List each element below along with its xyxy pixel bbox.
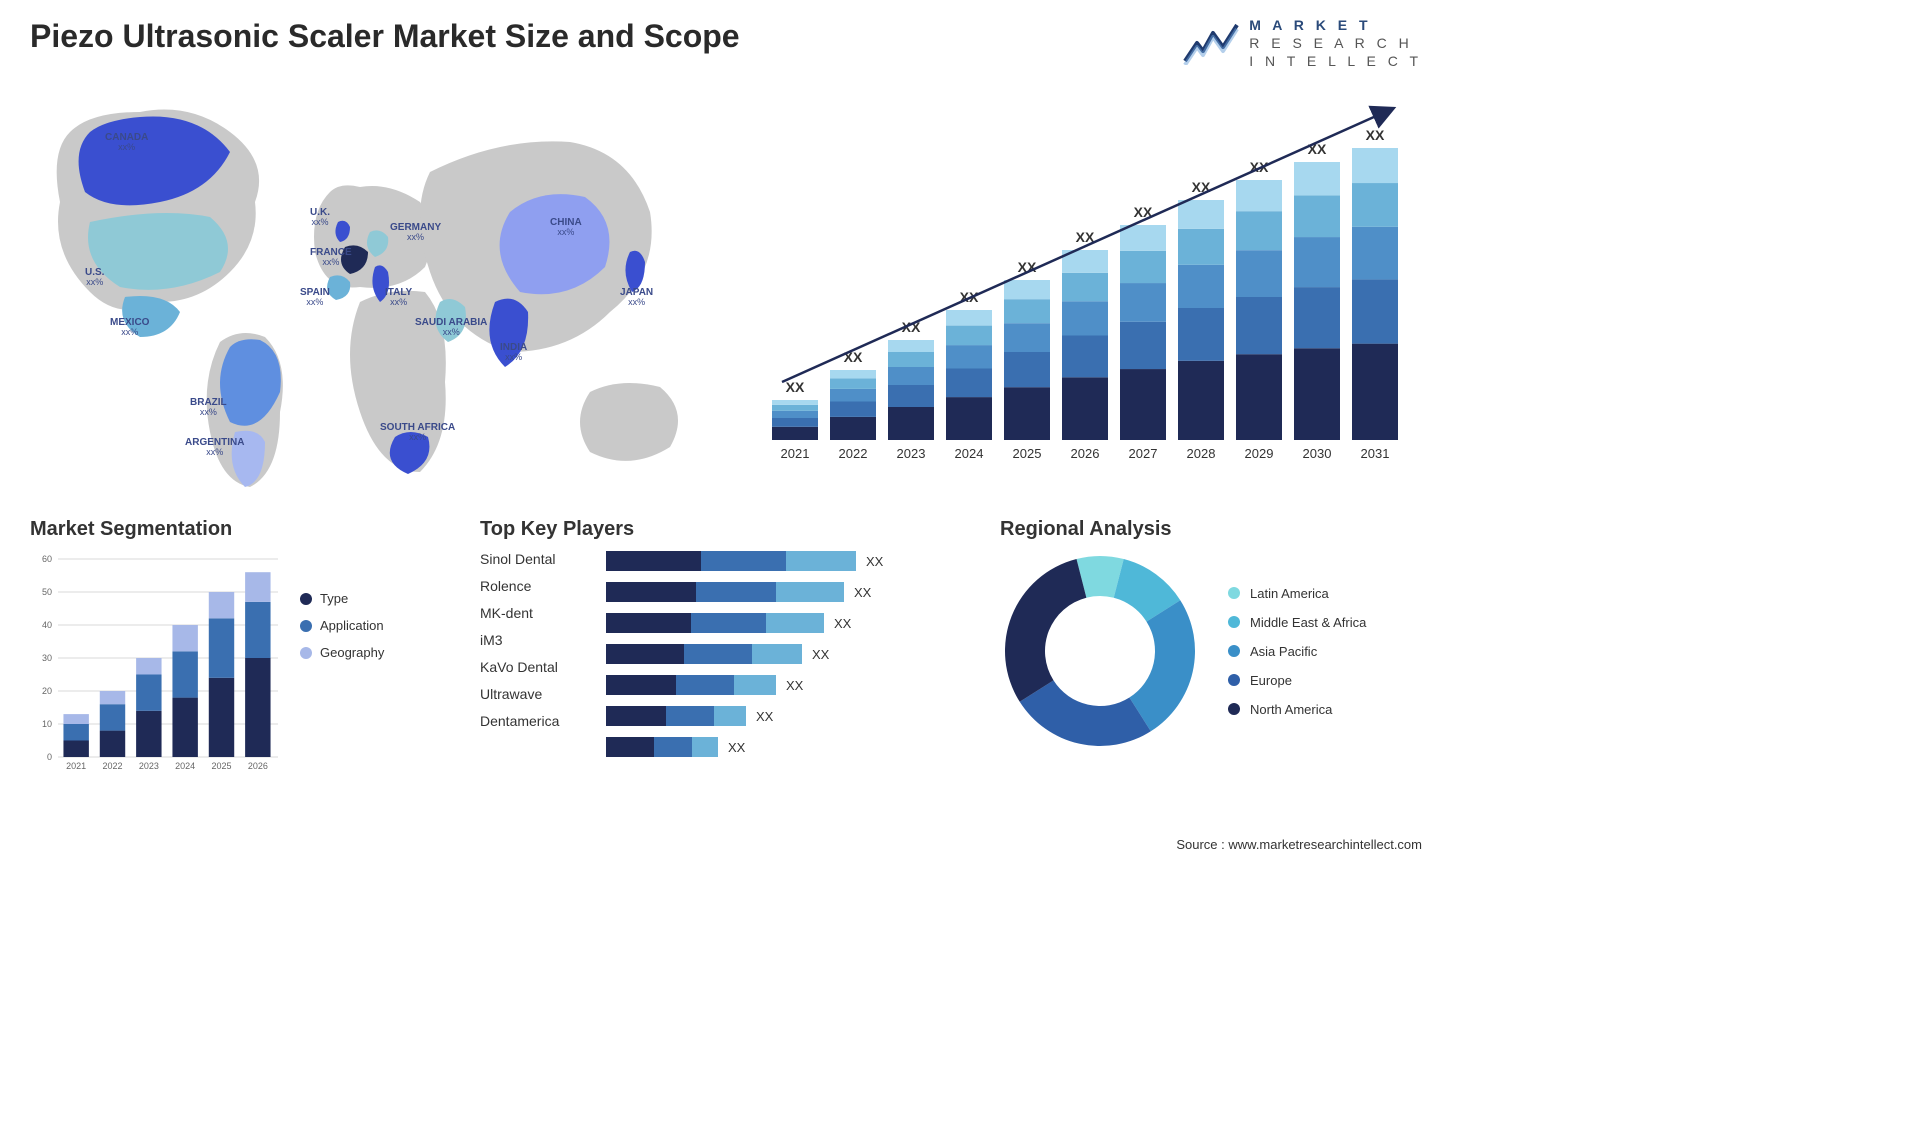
svg-text:2026: 2026 [248,761,268,771]
map-label-saudi-arabia: SAUDI ARABIAxx% [415,317,487,338]
svg-text:2024: 2024 [955,446,984,461]
svg-text:40: 40 [42,620,52,630]
map-label-italy: ITALYxx% [385,287,412,308]
svg-text:2025: 2025 [211,761,231,771]
map-label-u-s-: U.S.xx% [85,267,104,288]
svg-text:2027: 2027 [1129,446,1158,461]
logo-text: M A R K E T R E S E A R C H I N T E L L … [1249,16,1422,71]
map-label-mexico: MEXICOxx% [110,317,149,338]
regional-donut [1000,551,1200,751]
players-section: Top Key Players Sinol Dental Rolence MK-de… [480,518,960,757]
map-label-u-k-: U.K.xx% [310,207,330,228]
player-bar-row: XX [606,613,960,633]
svg-text:20: 20 [42,686,52,696]
regional-legend-item: Asia Pacific [1228,644,1366,659]
svg-text:2025: 2025 [1013,446,1042,461]
svg-text:2024: 2024 [175,761,195,771]
map-label-brazil: BRAZILxx% [190,397,227,418]
svg-text:XX: XX [786,379,805,395]
regional-legend-item: Middle East & Africa [1228,615,1366,630]
svg-text:2022: 2022 [102,761,122,771]
player-name: KaVo Dental [480,659,590,675]
player-name: iM3 [480,632,590,648]
player-name: MK-dent [480,605,590,621]
player-name: Sinol Dental [480,551,590,567]
seg-legend-item: Geography [300,645,384,660]
regional-section: Regional Analysis Latin America Middle Ea… [1000,518,1420,751]
svg-text:2022: 2022 [839,446,868,461]
svg-text:0: 0 [47,752,52,762]
regional-legend: Latin America Middle East & Africa Asia Pa… [1228,586,1366,717]
svg-text:2023: 2023 [139,761,159,771]
svg-text:2026: 2026 [1071,446,1100,461]
brand-logo: M A R K E T R E S E A R C H I N T E L L … [1183,16,1422,71]
map-label-france: FRANCExx% [310,247,352,268]
player-bar-row: XX [606,644,960,664]
map-label-canada: CANADAxx% [105,132,148,153]
regional-legend-item: North America [1228,702,1366,717]
player-bar-row: XX [606,737,960,757]
regional-legend-item: Europe [1228,673,1366,688]
svg-text:60: 60 [42,554,52,564]
map-label-argentina: ARGENTINAxx% [185,437,244,458]
regional-legend-item: Latin America [1228,586,1366,601]
growth-bar-chart: XX2021XX2022XX2023XX2024XX2025XX2026XX20… [772,100,1412,480]
segmentation-title: Market Segmentation [30,518,460,541]
source-label: Source : www.marketresearchintellect.com [1176,837,1422,852]
player-name: Dentamerica [480,713,590,729]
svg-text:2021: 2021 [66,761,86,771]
segmentation-legend: Type Application Geography [300,551,384,660]
map-label-germany: GERMANYxx% [390,222,441,243]
svg-text:2023: 2023 [897,446,926,461]
world-map: CANADAxx% U.S.xx% MEXICOxx% BRAZILxx% ARGENT… [30,92,730,492]
svg-text:2030: 2030 [1303,446,1332,461]
player-name: Rolence [480,578,590,594]
svg-text:2029: 2029 [1245,446,1274,461]
svg-text:XX: XX [1366,127,1385,143]
map-label-south-africa: SOUTH AFRICAxx% [380,422,455,443]
regional-title: Regional Analysis [1000,518,1420,541]
player-bar-row: XX [606,675,960,695]
map-label-china: CHINAxx% [550,217,582,238]
player-name: Ultrawave [480,686,590,702]
svg-text:30: 30 [42,653,52,663]
player-bar-row: XX [606,551,960,571]
player-bar-row: XX [606,706,960,726]
svg-text:2021: 2021 [781,446,810,461]
player-names: Sinol Dental Rolence MK-dent iM3 KaVo Dental… [480,551,590,757]
page-title: Piezo Ultrasonic Scaler Market Size and … [30,18,740,55]
seg-legend-item: Type [300,591,384,606]
svg-text:10: 10 [42,719,52,729]
segmentation-section: Market Segmentation 0 10 20 30 40 50 60 2021 202… [30,518,460,781]
segmentation-chart: 0 10 20 30 40 50 60 2021 2022 2023 2024 2025 2026 [30,551,280,781]
map-label-japan: JAPANxx% [620,287,653,308]
svg-text:2028: 2028 [1187,446,1216,461]
player-bars: XX XX XX XX XX XX XX [606,551,960,757]
seg-legend-item: Application [300,618,384,633]
svg-text:50: 50 [42,587,52,597]
svg-text:2031: 2031 [1361,446,1390,461]
map-label-india: INDIAxx% [500,342,527,363]
player-bar-row: XX [606,582,960,602]
players-title: Top Key Players [480,518,960,541]
map-label-spain: SPAINxx% [300,287,330,308]
logo-mark-icon [1183,21,1239,65]
